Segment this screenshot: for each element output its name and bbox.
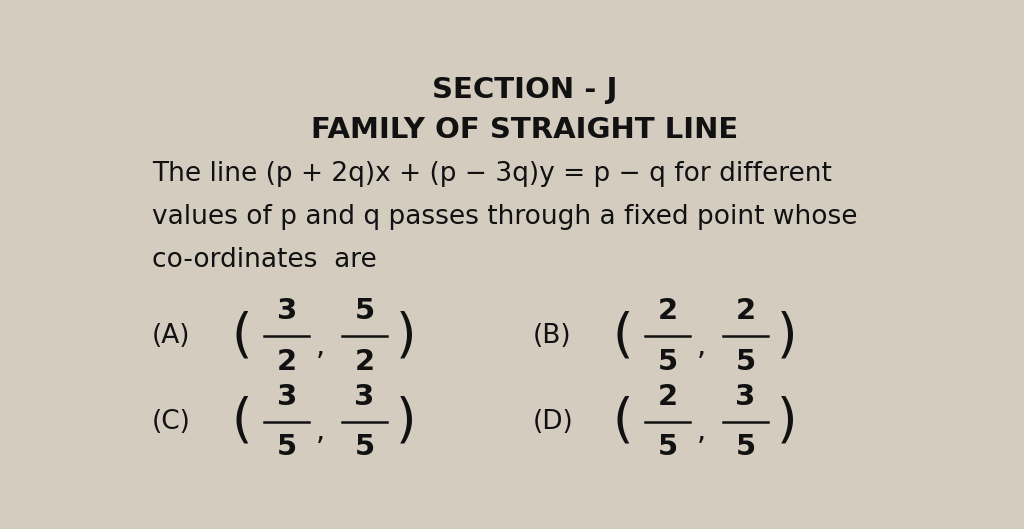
Text: 2: 2 [735,297,756,325]
Text: 5: 5 [354,297,375,325]
Text: 5: 5 [276,433,297,461]
Text: 2: 2 [276,348,297,376]
Text: $($: $($ [231,311,250,362]
Text: 5: 5 [657,348,678,376]
Text: 5: 5 [354,433,375,461]
Text: ,: , [316,418,326,446]
Text: $)$: $)$ [394,396,413,448]
Text: $)$: $)$ [775,311,794,362]
Text: (B): (B) [532,323,571,349]
Text: ,: , [697,418,707,446]
Text: 5: 5 [657,433,678,461]
Text: (A): (A) [152,323,190,349]
Text: ,: , [697,333,707,361]
Text: (C): (C) [152,409,190,435]
Text: $($: $($ [231,396,250,448]
Text: 3: 3 [354,382,375,411]
Text: FAMILY OF STRAIGHT LINE: FAMILY OF STRAIGHT LINE [311,116,738,144]
Text: 3: 3 [735,382,756,411]
Text: values of p and q passes through a fixed point whose: values of p and q passes through a fixed… [152,204,857,230]
Text: $($: $($ [612,311,631,362]
Text: 3: 3 [276,382,297,411]
Text: 2: 2 [354,348,375,376]
Text: $)$: $)$ [394,311,413,362]
Text: 3: 3 [276,297,297,325]
Text: $)$: $)$ [775,396,794,448]
Text: 2: 2 [657,297,678,325]
Text: 5: 5 [735,433,756,461]
Text: $($: $($ [612,396,631,448]
Text: 2: 2 [657,382,678,411]
Text: (D): (D) [532,409,573,435]
Text: 5: 5 [735,348,756,376]
Text: The line (p + 2q)x + (p − 3q)y = p − q for different: The line (p + 2q)x + (p − 3q)y = p − q f… [152,161,831,187]
Text: co-ordinates  are: co-ordinates are [152,247,377,273]
Text: SECTION - J: SECTION - J [432,76,617,104]
Text: ,: , [316,333,326,361]
